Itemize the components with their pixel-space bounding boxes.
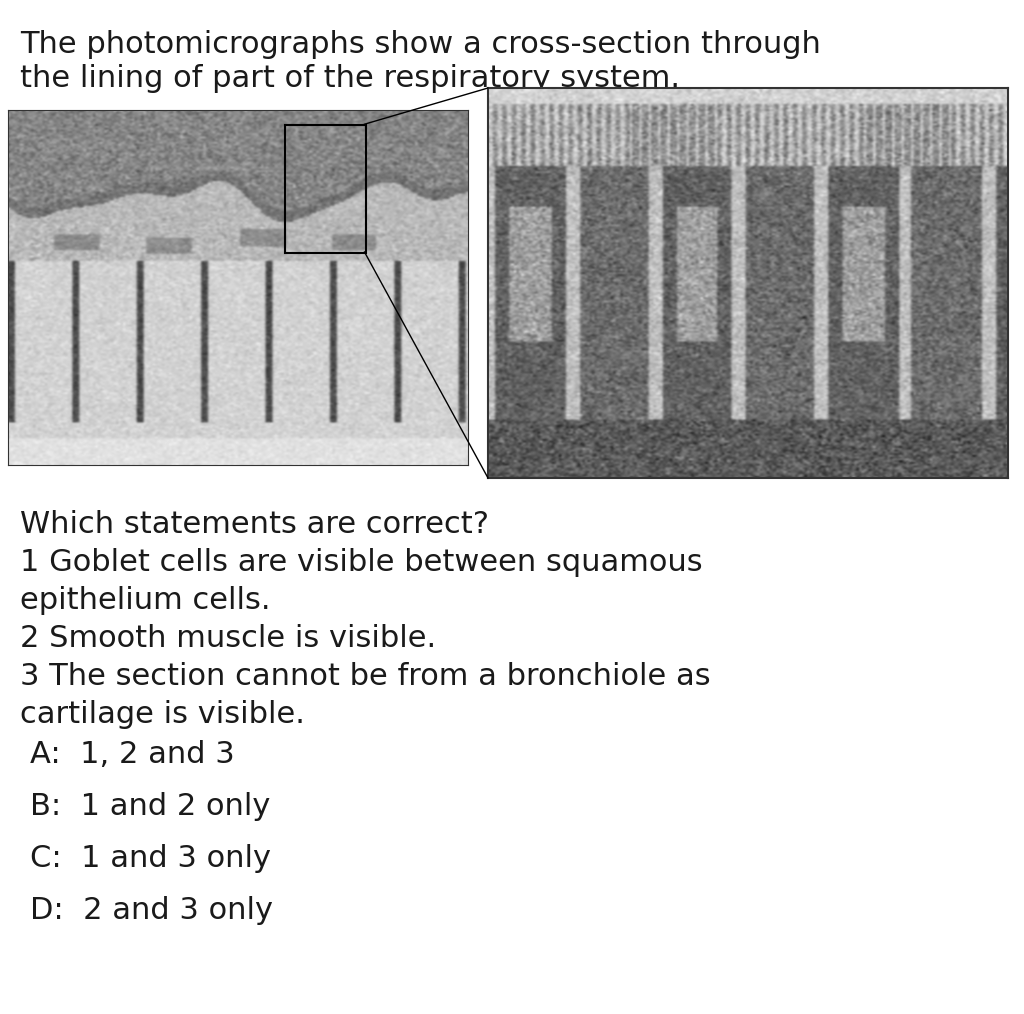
Text: B:  1 and 2 only: B: 1 and 2 only <box>30 792 270 821</box>
Text: 3 The section cannot be from a bronchiole as: 3 The section cannot be from a bronchiol… <box>20 662 711 691</box>
Text: Which statements are correct?: Which statements are correct? <box>20 510 489 539</box>
Bar <box>285 125 366 252</box>
Text: D:  2 and 3 only: D: 2 and 3 only <box>30 896 273 925</box>
Text: cartilage is visible.: cartilage is visible. <box>20 700 305 729</box>
Text: the lining of part of the respiratory system.: the lining of part of the respiratory sy… <box>20 64 680 93</box>
Text: epithelium cells.: epithelium cells. <box>20 586 270 615</box>
Text: 1 Goblet cells are visible between squamous: 1 Goblet cells are visible between squam… <box>20 548 702 577</box>
Text: C:  1 and 3 only: C: 1 and 3 only <box>30 844 271 873</box>
Text: A:  1, 2 and 3: A: 1, 2 and 3 <box>30 740 234 769</box>
Text: 2 Smooth muscle is visible.: 2 Smooth muscle is visible. <box>20 624 436 653</box>
Text: The photomicrographs show a cross-section through: The photomicrographs show a cross-sectio… <box>20 30 821 59</box>
